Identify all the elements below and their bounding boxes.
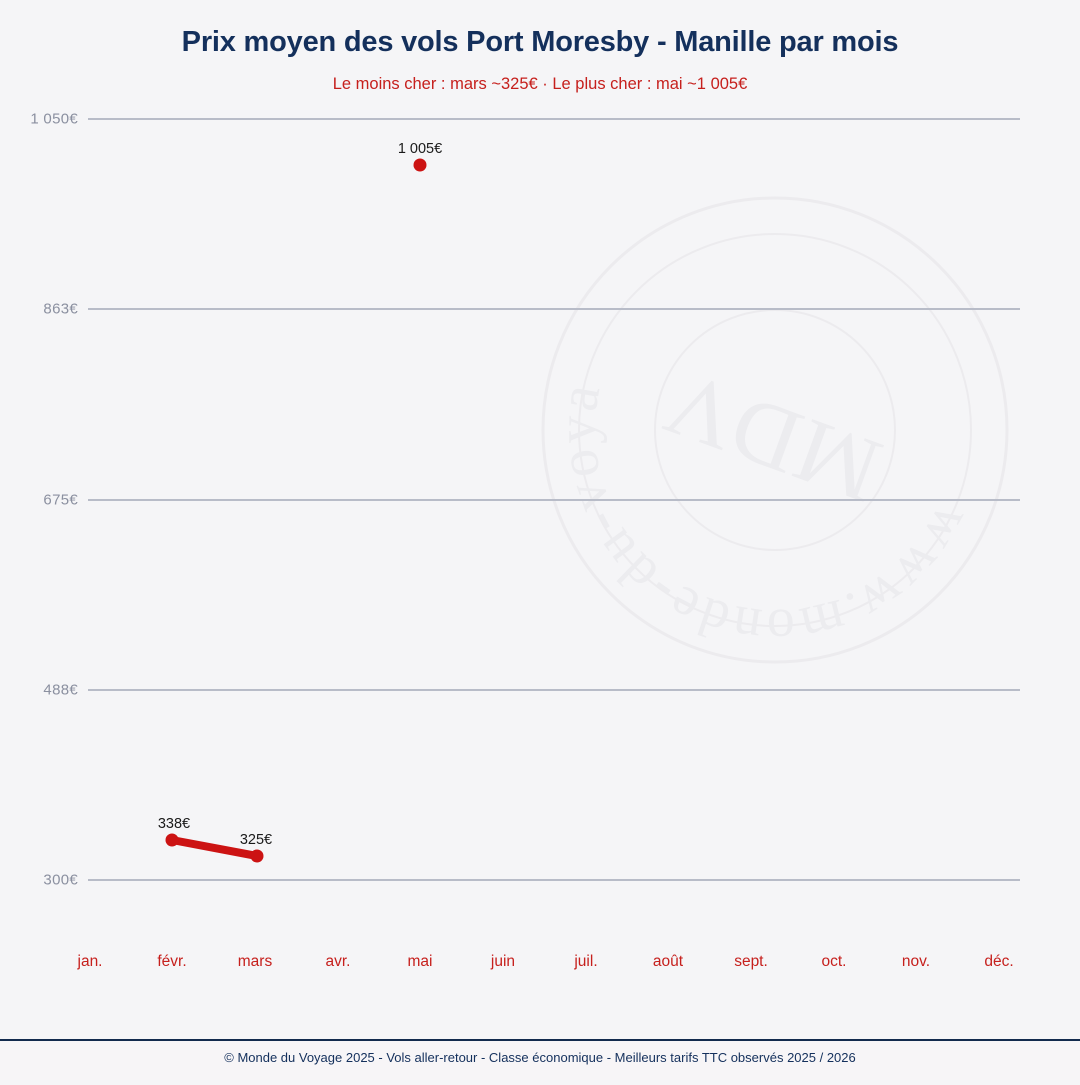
gridline-488: [88, 689, 1020, 691]
y-tick-label: 675€: [43, 491, 78, 509]
y-tick-label: 863€: [43, 300, 78, 318]
x-tick-label-mai: mai: [407, 953, 433, 970]
x-tick-label-dec: déc.: [984, 953, 1014, 970]
y-tick-label: 300€: [43, 871, 78, 889]
x-tick-label-juin: juin: [490, 953, 516, 970]
chart-title: Prix moyen des vols Port Moresby - Manil…: [181, 26, 899, 58]
y-tick-label: 1 050€: [30, 110, 78, 128]
x-tick-label-fevr: févr.: [157, 953, 187, 970]
gridline-1050: [88, 118, 1020, 120]
x-tick-label-aout: août: [652, 953, 684, 970]
plot-area: [88, 118, 1020, 881]
gridline-675: [88, 499, 1020, 501]
gridline-300: [88, 879, 1020, 881]
y-tick-label: 488€: [43, 681, 78, 699]
footer-divider: [0, 1039, 1080, 1041]
footer-band: [0, 1041, 1080, 1080]
x-tick-label-mars: mars: [237, 953, 273, 970]
gridline-863: [88, 308, 1020, 310]
x-tick-label-oct: oct.: [821, 953, 847, 970]
x-tick-label-sept: sept.: [734, 953, 768, 970]
x-tick-label-avr: avr.: [325, 953, 351, 970]
x-tick-label-juil: juil.: [574, 953, 598, 970]
footer-text: © Monde du Voyage 2025 - Vols aller-reto…: [224, 1050, 856, 1065]
x-tick-label-nov: nov.: [901, 953, 931, 970]
chart-subtitle: Le moins cher : mars ~325€ · Le plus che…: [332, 75, 748, 93]
x-tick-label-jan: jan.: [77, 953, 103, 970]
